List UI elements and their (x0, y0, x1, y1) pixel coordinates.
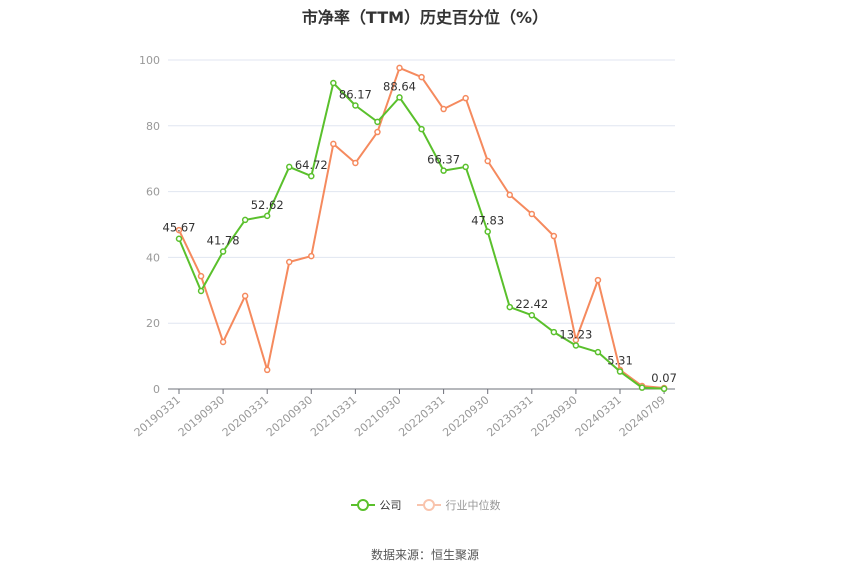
data-point[interactable] (197, 272, 205, 280)
legend-industry-label: 行业中位数 (445, 499, 501, 512)
legend: 公司 行业中位数 (0, 497, 850, 513)
y-tick-label: 100 (139, 54, 160, 67)
data-point[interactable] (374, 128, 381, 136)
y-tick-label: 20 (146, 317, 160, 330)
y-tick-label: 40 (146, 251, 160, 264)
data-point[interactable] (594, 276, 602, 284)
legend-item-industry[interactable]: 行业中位数 (416, 497, 501, 513)
legend-item-company[interactable]: 公司 (350, 497, 402, 513)
data-point[interactable] (352, 159, 359, 167)
data-label: 66.37 (427, 153, 460, 167)
x-tick-label: 20190930 (176, 393, 227, 439)
data-point[interactable] (175, 235, 183, 242)
data-point[interactable] (374, 118, 381, 126)
data-point[interactable] (638, 384, 646, 391)
data-point[interactable] (330, 140, 337, 148)
x-tick-label: 20230331 (484, 393, 535, 439)
grid-lines (168, 59, 675, 324)
data-point[interactable] (528, 311, 536, 319)
data-point[interactable] (308, 172, 315, 180)
data-point[interactable] (286, 258, 293, 266)
data-label: 13.23 (559, 327, 592, 341)
data-label: 22.42 (515, 297, 548, 311)
data-point[interactable] (440, 167, 447, 174)
data-point[interactable] (352, 102, 359, 109)
x-axis: 2019033120190930202003312020093020210331… (132, 388, 675, 439)
x-tick-label: 20200930 (264, 393, 315, 439)
x-tick-label: 20220930 (440, 393, 491, 439)
data-label: 52.62 (251, 198, 284, 212)
x-tick-label: 20220331 (396, 393, 447, 439)
data-label: 64.72 (295, 158, 328, 172)
legend-industry-line-circle-icon (416, 499, 441, 511)
data-point[interactable] (219, 338, 227, 346)
data-point[interactable] (506, 191, 513, 199)
series-company[interactable] (175, 79, 668, 393)
y-tick-label: 60 (146, 186, 160, 199)
y-axis-ticks: 0 20 40 60 80 100 (139, 54, 160, 396)
data-label: 86.17 (339, 88, 372, 102)
x-tick-label: 20210331 (308, 393, 359, 439)
data-point[interactable] (330, 79, 337, 87)
data-point[interactable] (550, 232, 558, 240)
data-point[interactable] (418, 73, 425, 81)
x-tick-label: 20200331 (220, 393, 271, 439)
data-point[interactable] (462, 94, 469, 102)
data-point[interactable] (440, 105, 447, 113)
data-point[interactable] (241, 292, 249, 300)
data-point[interactable] (263, 212, 271, 220)
data-point[interactable] (660, 385, 668, 393)
data-point[interactable] (197, 287, 205, 295)
data-label: 5.31 (607, 354, 633, 368)
data-point[interactable] (550, 328, 558, 336)
data-point[interactable] (484, 228, 491, 235)
y-tick-label: 80 (146, 120, 160, 133)
data-point[interactable] (396, 94, 403, 101)
data-point[interactable] (594, 348, 602, 356)
chart-title: 市净率（TTM）历史百分位（%） (301, 8, 549, 27)
data-label: 45.67 (163, 221, 196, 235)
data-labels: 45.67 41.78 52.62 64.72 86.17 88.64 66.37 47.83… (163, 79, 677, 384)
data-point[interactable] (572, 342, 580, 349)
data-point[interactable] (219, 248, 227, 255)
data-point[interactable] (528, 210, 536, 218)
x-tick-label: 20240709 (617, 393, 668, 439)
legend-company-label: 公司 (379, 499, 402, 512)
data-point[interactable] (616, 368, 624, 375)
y-tick-label: 0 (153, 383, 160, 396)
data-point[interactable] (484, 157, 491, 165)
x-tick-label: 20190331 (132, 393, 183, 439)
series-industry-median[interactable] (175, 64, 668, 392)
data-point[interactable] (308, 252, 315, 260)
data-point[interactable] (396, 64, 403, 72)
x-tick-label: 20230930 (529, 393, 580, 439)
data-point[interactable] (506, 303, 513, 311)
data-point[interactable] (286, 163, 293, 171)
data-point[interactable] (418, 125, 425, 133)
data-source-note: 数据来源：恒生聚源 (370, 548, 479, 562)
data-point[interactable] (175, 226, 183, 234)
data-point[interactable] (241, 216, 249, 224)
data-point[interactable] (263, 366, 271, 374)
data-point[interactable] (462, 163, 469, 171)
data-label: 0.07 (651, 371, 677, 385)
data-label: 88.64 (383, 79, 416, 93)
data-label: 41.78 (207, 234, 240, 248)
legend-company-line-circle-icon (350, 499, 375, 511)
x-tick-label: 20210930 (352, 393, 403, 439)
x-tick-label: 20240331 (573, 393, 624, 439)
data-label: 47.83 (471, 214, 504, 228)
